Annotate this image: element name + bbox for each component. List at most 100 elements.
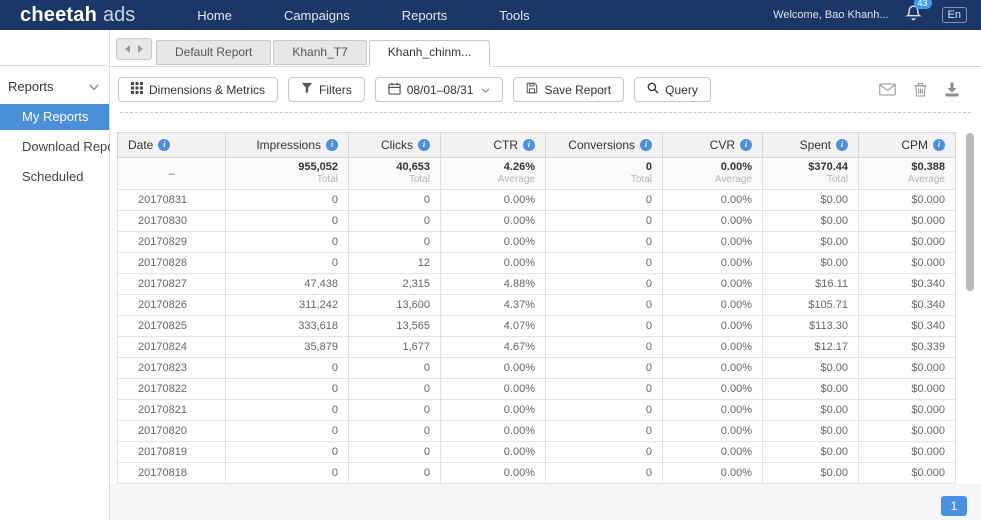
value-cell: 0.00% (440, 378, 546, 400)
value-cell: 0 (545, 273, 663, 295)
info-icon[interactable]: i (740, 139, 752, 151)
column-header-inner: CPM i (901, 138, 945, 152)
tab-pager[interactable] (116, 38, 152, 60)
column-header-inner: Spent i (800, 138, 848, 152)
bell-icon (904, 5, 922, 25)
value-cell: 35,879 (225, 336, 349, 358)
column-label: Conversions (568, 138, 635, 152)
value-cell: 0 (545, 315, 663, 337)
table-row: 20170827 47,438 2,315 4.88% 0 0.00% $16.11 $0.3… (117, 273, 956, 295)
sidebar-item-scheduled[interactable]: Scheduled (22, 169, 84, 184)
pagination-page-1[interactable]: 1 (941, 496, 967, 516)
sidebar-section-reports[interactable]: Reports (0, 66, 109, 104)
date-cell: 20170819 (117, 441, 226, 463)
value-cell: $0.000 (858, 420, 956, 442)
trash-icon[interactable] (914, 82, 927, 97)
info-icon[interactable]: i (326, 139, 338, 151)
value-cell: $0.00 (762, 378, 859, 400)
value-cell: 0 (348, 399, 441, 421)
table-row: 20170826 311,242 13,600 4.37% 0 0.00% $105.71 $… (117, 294, 956, 316)
value-cell: $105.71 (762, 294, 859, 316)
column-header-date: Date i (117, 132, 226, 158)
report-tab-2[interactable]: Khanh_T7 (273, 40, 367, 65)
summary-label: Total (826, 174, 848, 185)
value-cell: $0.00 (762, 231, 859, 253)
value-cell: 0.00% (440, 462, 546, 484)
summary-value: 0 (645, 161, 652, 173)
info-icon[interactable]: i (158, 139, 171, 151)
report-tab-1[interactable]: Default Report (156, 40, 272, 65)
tab-next-icon[interactable] (138, 45, 143, 53)
date-cell: 20170821 (117, 399, 226, 421)
column-header-conversions: Conversions i (545, 132, 663, 158)
value-cell: 4.37% (440, 294, 546, 316)
date-range-label: 08/01–08/31 (406, 82, 474, 97)
column-label: Clicks (381, 138, 413, 152)
navbar-right: Welcome, Bao Khanh... 43 En (773, 0, 967, 26)
value-cell: $0.339 (858, 336, 956, 358)
table-row: 20170820 0 0 0.00% 0 0.00% $0.00 $0.000 (117, 420, 956, 442)
value-cell: 0 (225, 252, 349, 274)
sidebar-item-my-reports[interactable]: My Reports (0, 104, 109, 130)
summary-label: Average (907, 174, 945, 185)
notification-badge: 43 (913, 0, 932, 9)
date-cell: 20170831 (117, 189, 226, 211)
value-cell: 0 (545, 231, 663, 253)
value-cell: 0.00% (662, 462, 763, 484)
value-cell: 0 (545, 378, 663, 400)
sidebar-item-download-report[interactable]: Download Report (22, 139, 123, 154)
table-row: 20170829 0 0 0.00% 0 0.00% $0.00 $0.000 (117, 231, 956, 253)
value-cell: 0 (545, 357, 663, 379)
vertical-scrollbar[interactable] (966, 133, 974, 291)
query-button[interactable]: Query (634, 77, 711, 102)
value-cell: $0.340 (858, 294, 956, 316)
table-row: 20170822 0 0 0.00% 0 0.00% $0.00 $0.000 (117, 378, 956, 400)
value-cell: $0.000 (858, 252, 956, 274)
value-cell: 0 (545, 210, 663, 232)
value-cell: 0.00% (440, 399, 546, 421)
filters-button[interactable]: Filters (288, 77, 365, 102)
tab-prev-icon[interactable] (125, 45, 130, 53)
column-label: CTR (493, 138, 518, 152)
info-icon[interactable]: i (523, 139, 535, 151)
notifications-button[interactable]: 43 (904, 0, 932, 26)
value-cell: $0.00 (762, 420, 859, 442)
nav-link-campaigns[interactable]: Campaigns (283, 7, 350, 23)
info-icon[interactable]: i (836, 139, 848, 151)
chevron-down-icon (481, 83, 490, 97)
date-range-button[interactable]: 08/01–08/31 (374, 77, 504, 102)
nav-link-reports[interactable]: Reports (401, 7, 448, 23)
value-cell: 0.00% (662, 336, 763, 358)
content-white-area: Default Report Khanh_T7 Khanh_chinm... Dim… (110, 30, 981, 484)
table-row: 20170830 0 0 0.00% 0 0.00% $0.00 $0.000 (117, 210, 956, 232)
report-tab-3[interactable]: Khanh_chinm... (368, 40, 491, 67)
value-cell: 2,315 (348, 273, 441, 295)
user-menu[interactable]: Welcome, Bao Khanh... (773, 9, 889, 21)
report-toolbar: Dimensions & Metrics Filters (110, 67, 981, 112)
value-cell: 47,438 (225, 273, 349, 295)
summary-value: 40,653 (396, 161, 430, 173)
nav-link-home[interactable]: Home (197, 7, 232, 23)
table-row: 20170828 0 12 0.00% 0 0.00% $0.00 $0.000 (117, 252, 956, 274)
value-cell: $0.00 (762, 399, 859, 421)
summary-cell: 40,653 Total (348, 157, 441, 190)
dimensions-metrics-button[interactable]: Dimensions & Metrics (118, 77, 279, 102)
table-row: 20170823 0 0 0.00% 0 0.00% $0.00 $0.000 (117, 357, 956, 379)
save-report-button[interactable]: Save Report (513, 77, 625, 102)
nav-link-tools[interactable]: Tools (499, 7, 530, 23)
table-row: 20170831 0 0 0.00% 0 0.00% $0.00 $0.000 (117, 189, 956, 211)
language-selector[interactable]: En (941, 7, 967, 23)
value-cell: 0.00% (662, 315, 763, 337)
value-cell: 4.07% (440, 315, 546, 337)
column-header-ctr: CTR i (440, 132, 546, 158)
info-icon[interactable]: i (933, 139, 945, 151)
brand-logo[interactable]: cheetah ads (20, 4, 135, 27)
download-icon[interactable] (945, 82, 959, 97)
info-icon[interactable]: i (640, 139, 652, 151)
mail-icon[interactable] (879, 83, 896, 96)
info-icon[interactable]: i (418, 139, 430, 151)
value-cell: $0.000 (858, 189, 956, 211)
value-cell: $12.17 (762, 336, 859, 358)
date-cell: 20170825 (117, 315, 226, 337)
summary-date-cell: – (117, 157, 226, 190)
